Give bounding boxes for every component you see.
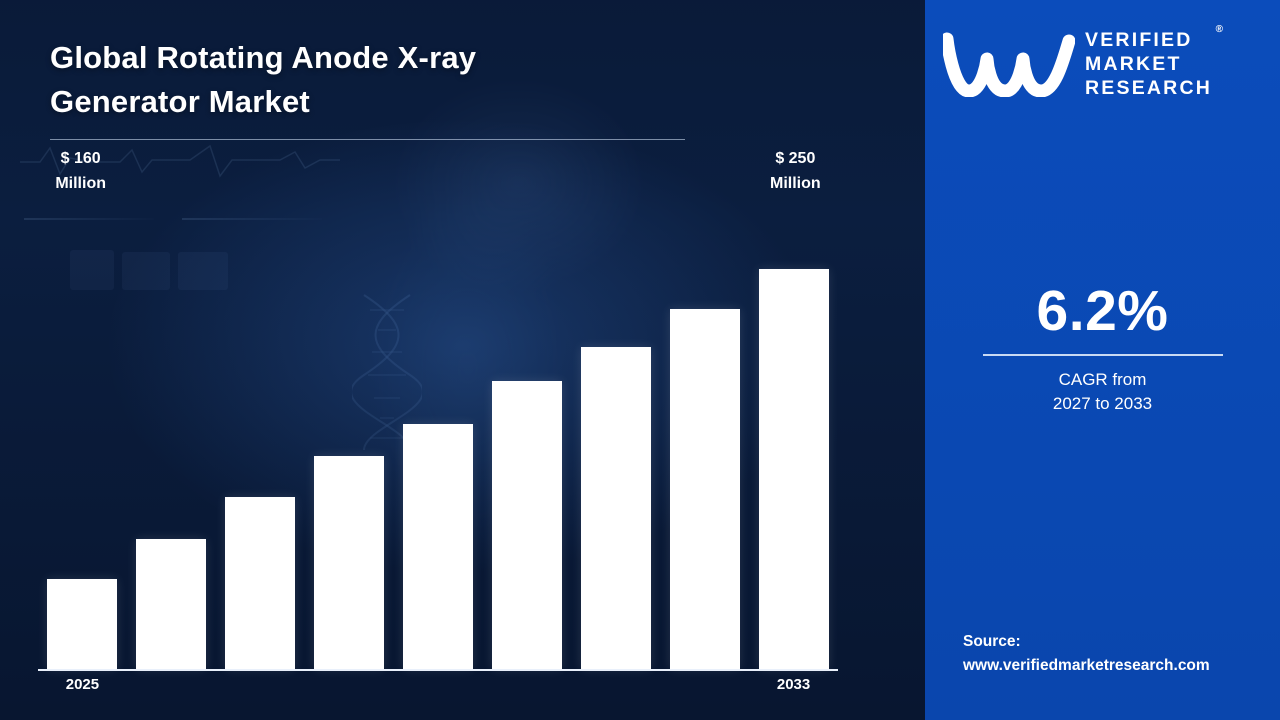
bar-slot: $ 250 Million bbox=[749, 150, 838, 669]
brand-name-line3: RESEARCH bbox=[1085, 77, 1213, 99]
x-tick-7 bbox=[571, 672, 660, 693]
bar-series: $ 160 Million bbox=[38, 150, 838, 669]
x-tick-2025: 2025 bbox=[65, 676, 100, 693]
title-block: Global Rotating Anode X-ray Generator Ma… bbox=[50, 36, 710, 140]
x-tick-2 bbox=[127, 672, 216, 693]
source-label: Source: bbox=[963, 633, 1021, 650]
cagr-value: 6.2% bbox=[1036, 279, 1169, 343]
title-underline bbox=[50, 139, 685, 140]
bar-slot bbox=[482, 200, 571, 669]
cagr-underline bbox=[982, 354, 1223, 356]
vmr-wave-logo-icon bbox=[943, 32, 1075, 97]
bar-slot bbox=[127, 200, 216, 669]
brand-name-line1: VERIFIED bbox=[1085, 29, 1193, 51]
bar-value-label-first: $ 160 Million bbox=[55, 150, 106, 192]
x-tick-5 bbox=[394, 672, 483, 693]
x-axis-line bbox=[38, 669, 838, 671]
bar-slot bbox=[571, 200, 660, 669]
page-title: Global Rotating Anode X-ray Generator Ma… bbox=[50, 40, 477, 119]
cagr-block: 6.2% CAGR from 2027 to 2033 bbox=[925, 280, 1280, 416]
x-tick-6 bbox=[482, 672, 571, 693]
bar-slot bbox=[394, 200, 483, 669]
bar-chart: $ 160 Million bbox=[38, 150, 838, 693]
brand-name: VERIFIED MARKET RESEARCH ® bbox=[1085, 24, 1223, 100]
bar-slot bbox=[216, 200, 305, 669]
bar-slot bbox=[305, 200, 394, 669]
brand-panel: VERIFIED MARKET RESEARCH ® 6.2% CAGR fro… bbox=[925, 0, 1280, 720]
bar-2028 bbox=[314, 456, 385, 669]
cagr-caption: CAGR from 2027 to 2033 bbox=[1052, 370, 1153, 413]
x-axis-ticks: 2025 2033 bbox=[38, 672, 838, 693]
bar-2030 bbox=[491, 381, 562, 669]
source-block: Source: www.verifiedmarketresearch.com bbox=[963, 630, 1210, 678]
brand-name-line2: MARKET bbox=[1085, 53, 1182, 75]
bar-2027 bbox=[225, 497, 296, 669]
bar-2033 bbox=[758, 269, 829, 669]
bar-2031 bbox=[580, 347, 651, 669]
registered-trademark-icon: ® bbox=[1215, 24, 1224, 35]
bar-slot bbox=[660, 200, 749, 669]
x-tick-4 bbox=[305, 672, 394, 693]
bar-slot: $ 160 Million bbox=[38, 150, 127, 669]
x-tick-8 bbox=[660, 672, 749, 693]
x-tick-2033: 2033 bbox=[776, 676, 811, 693]
x-tick-3 bbox=[216, 672, 305, 693]
chart-panel: Global Rotating Anode X-ray Generator Ma… bbox=[0, 0, 925, 720]
brand-logo: VERIFIED MARKET RESEARCH ® bbox=[943, 24, 1223, 100]
bar-2032 bbox=[669, 309, 740, 669]
source-url[interactable]: www.verifiedmarketresearch.com bbox=[963, 657, 1210, 674]
bar-2026 bbox=[136, 539, 207, 669]
bar-2029 bbox=[403, 424, 473, 669]
bar-value-label-last: $ 250 Million bbox=[770, 150, 821, 192]
bar-2025 bbox=[47, 579, 118, 669]
